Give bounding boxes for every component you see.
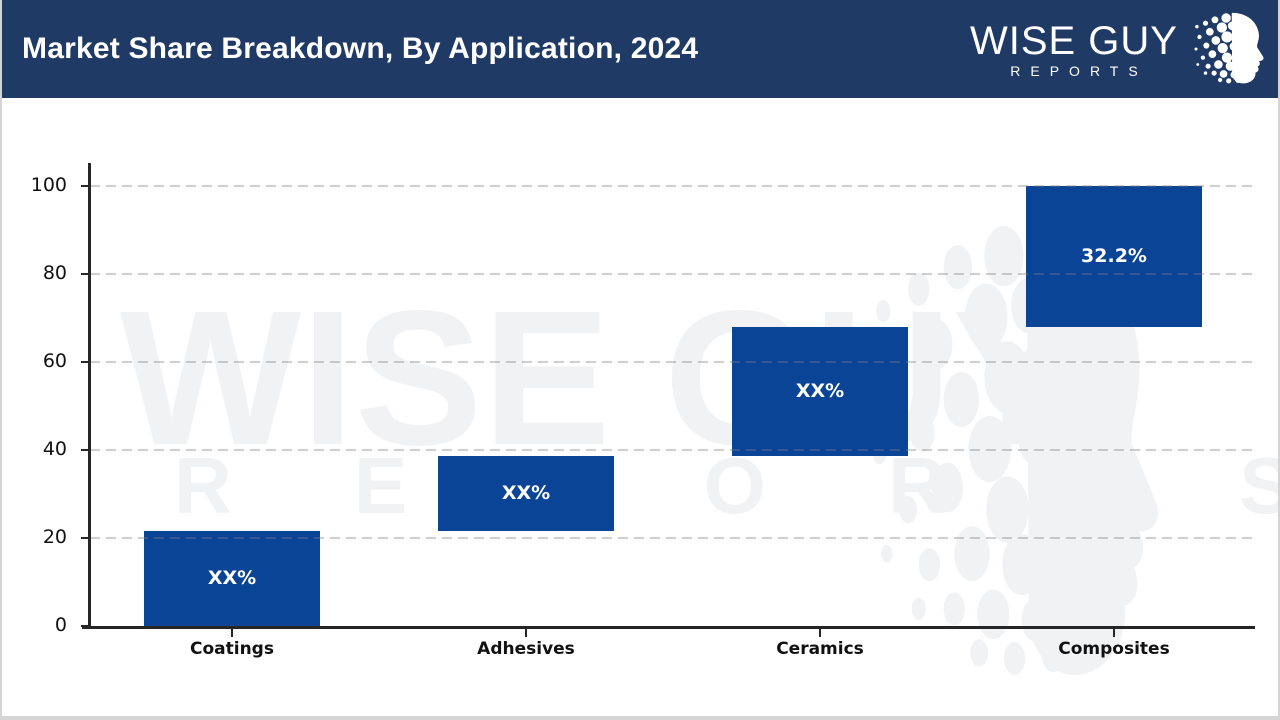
logo-line2: REPORTS [1010,63,1148,79]
gridline-20 [90,536,1255,539]
gridline-80 [90,272,1255,275]
x-axis-line [82,626,1255,629]
x-axis-tick [819,628,821,637]
gridline-100 [90,184,1255,187]
y-axis-tick-label: 20 [42,525,67,548]
bar-composites [1026,185,1202,328]
bar-value-label: 32.2% [1081,244,1147,267]
x-axis-tick [231,628,233,637]
header-bar: Market Share Breakdown, By Application, … [2,0,1278,98]
y-axis-tick [81,536,90,539]
bar-value-label: XX% [501,481,551,504]
logo-wordmark: WISE GUY REPORTS [970,19,1178,79]
bar-adhesives [438,455,614,532]
y-axis-tick-label: 60 [42,349,67,372]
watermark-face-icon [873,223,1159,675]
x-axis-category-label: Ceramics [776,639,864,659]
bar-ceramics [732,327,908,456]
y-axis-tick-label: 40 [42,437,67,460]
y-axis-tick [81,184,90,187]
y-axis-tick [81,448,90,451]
x-axis-tick [1113,628,1115,637]
bar-value-label: XX% [207,567,257,590]
y-axis-tick [81,272,90,275]
x-axis-category-label: Adhesives [477,639,575,659]
page-title: Market Share Breakdown, By Application, … [22,32,699,65]
logo-face-icon [1194,12,1264,84]
gridline-60 [90,360,1255,363]
x-axis-category-label: Composites [1058,639,1170,659]
y-axis-tick [81,360,90,363]
x-axis-tick [525,628,527,637]
wise-guy-logo: WISE GUY REPORTS [970,8,1270,90]
x-axis-category-label: Coatings [190,639,274,659]
y-axis-tick-label: 100 [30,173,67,196]
y-axis-tick-label: 80 [42,261,67,284]
y-axis-tick-label: 0 [54,614,67,636]
logo-line1: WISE GUY [969,19,1178,63]
bar-coatings [144,531,320,626]
bar-value-label: XX% [795,380,845,403]
y-axis-line [88,163,91,629]
gridline-40 [90,448,1255,451]
